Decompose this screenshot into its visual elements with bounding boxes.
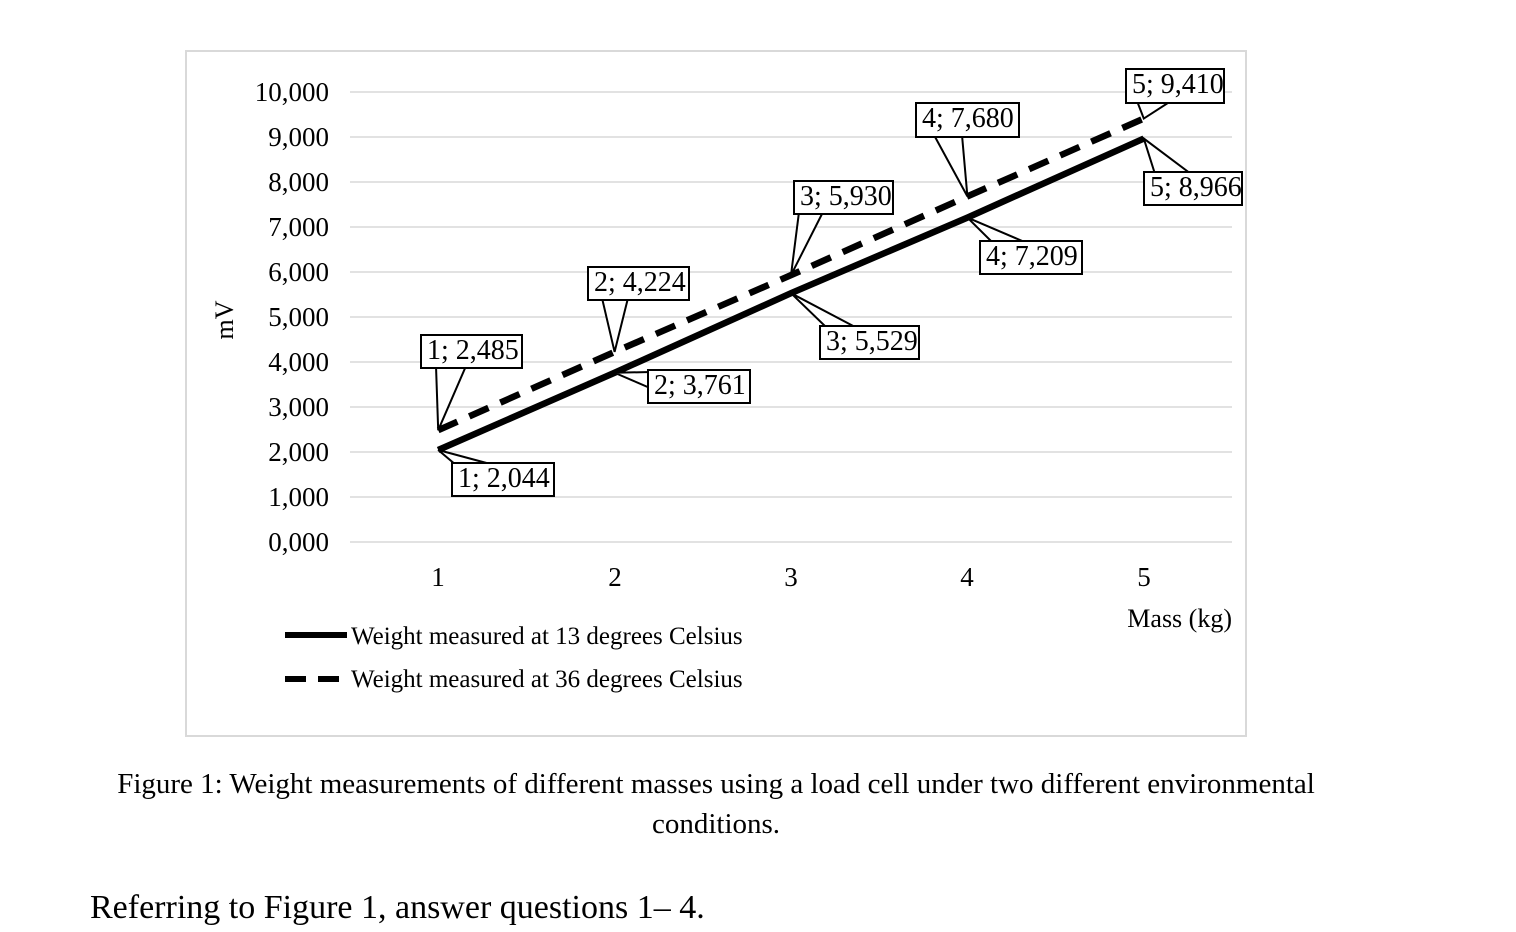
instruction-text: Referring to Figure 1, answer questions … (90, 889, 705, 926)
y-axis-tick: 10,000 (254, 77, 329, 107)
callout-pointer (600, 297, 630, 353)
data-label-callout: 4; 7,209 (979, 240, 1083, 275)
callout-pointer (790, 292, 858, 329)
y-axis-tick: 8,000 (268, 167, 329, 197)
data-label-callout: 5; 8,966 (1143, 171, 1243, 206)
x-axis-tick: 5 (1137, 562, 1151, 592)
data-label-callout: 4; 7,680 (915, 102, 1020, 138)
data-label-callout: 5; 9,410 (1125, 68, 1225, 104)
data-label-callout: 3; 5,529 (819, 325, 920, 360)
x-axis-tick: 1 (431, 562, 445, 592)
y-axis-tick: 1,000 (268, 482, 329, 512)
y-axis-title: mV (210, 300, 239, 340)
callout-pointer (434, 365, 468, 431)
figure-caption-line1: Figure 1: Weight measurements of differe… (117, 768, 1315, 800)
callout-pointer (614, 370, 651, 390)
legend-item-36c: Weight measured at 36 degrees Celsius (351, 666, 743, 693)
legend-swatch-solid-icon (285, 632, 347, 638)
x-axis-title: Mass (kg) (1127, 604, 1232, 633)
plot-area (350, 91, 1232, 543)
data-label-callout: 3; 5,930 (793, 180, 894, 215)
data-label-callout: 1; 2,485 (420, 334, 523, 369)
y-axis-tick: 4,000 (268, 347, 329, 377)
x-axis-tick: 4 (960, 562, 974, 592)
x-axis-tick: 3 (784, 562, 798, 592)
x-axis-tick: 2 (608, 562, 622, 592)
y-axis-tick: 7,000 (268, 212, 329, 242)
data-label-callout: 1; 2,044 (451, 462, 555, 497)
figure-caption-line2: conditions. (651, 808, 781, 840)
callout-pointer (1141, 135, 1194, 175)
y-axis-tick: 0,000 (268, 527, 329, 557)
y-axis-tick: 5,000 (268, 302, 329, 332)
y-axis-tick: 9,000 (268, 122, 329, 152)
y-axis-tick: 2,000 (268, 437, 329, 467)
data-label-callout: 2; 3,761 (647, 369, 751, 404)
data-label-callout: 2; 4,224 (587, 266, 690, 301)
callout-pointer (932, 134, 969, 197)
legend-item-13c: Weight measured at 13 degrees Celsius (351, 623, 743, 650)
figure-caption: Figure 1: Weight measurements of differe… (86, 764, 1346, 844)
gridlines (350, 91, 1232, 543)
y-axis-tick: 3,000 (268, 392, 329, 422)
legend-swatch-dashed-icon (285, 676, 339, 682)
y-axis-tick: 6,000 (268, 257, 329, 287)
figure-chart: 10,000 9,000 8,000 7,000 6,000 5,000 4,0… (185, 50, 1247, 737)
